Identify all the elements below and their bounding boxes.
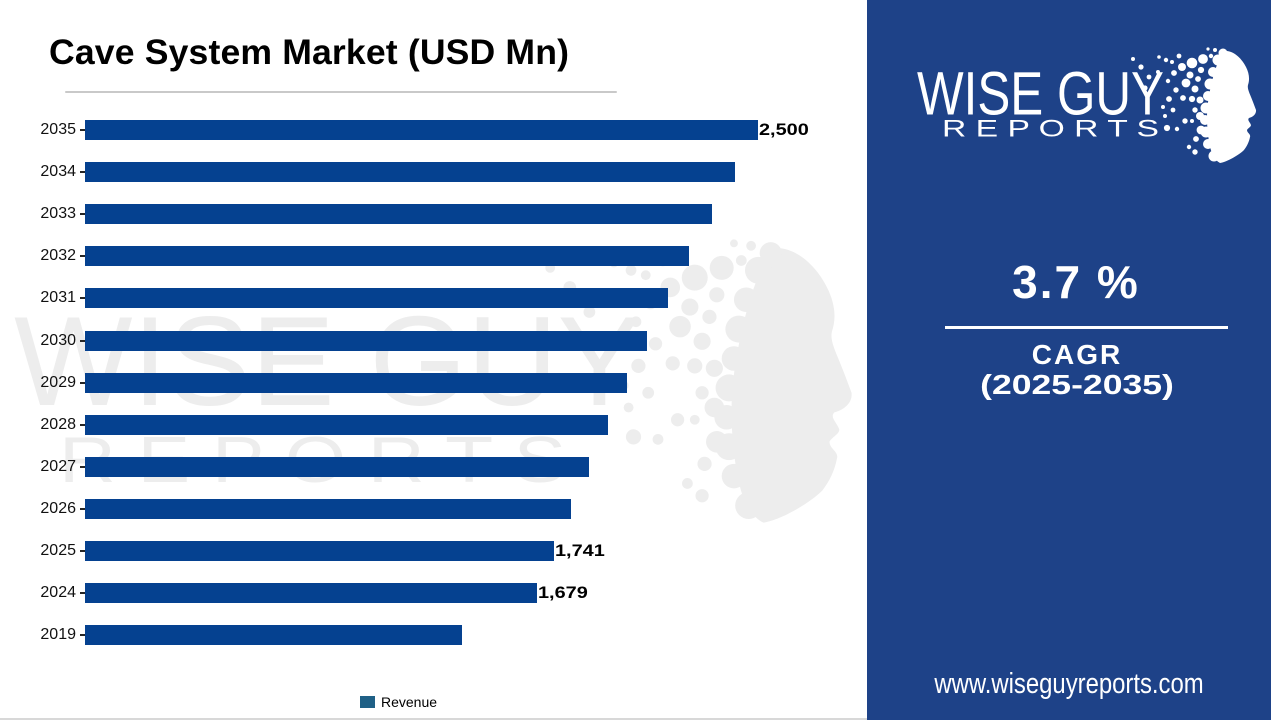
- svg-text:WISE GUY: WISE GUY: [14, 290, 641, 432]
- svg-text:WISE GUY: WISE GUY: [917, 60, 1164, 128]
- svg-text:R E P O R T S: R E P O R T S: [942, 116, 1159, 143]
